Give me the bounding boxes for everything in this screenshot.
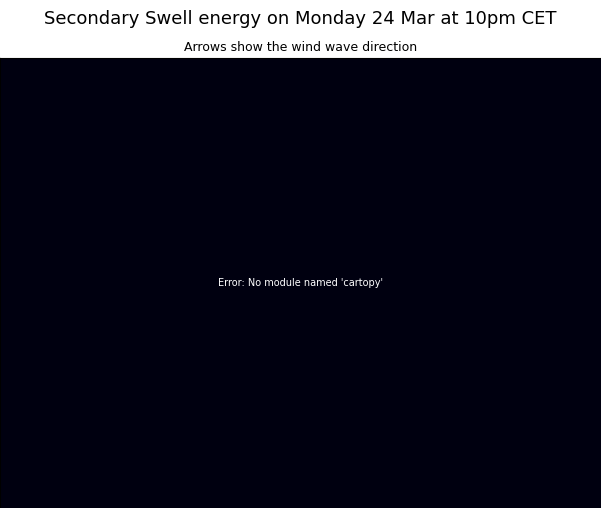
Text: Secondary Swell energy on Monday 24 Mar at 10pm CET: Secondary Swell energy on Monday 24 Mar … [44,10,557,28]
Text: Arrows show the wind wave direction: Arrows show the wind wave direction [184,42,417,54]
Text: Error: No module named 'cartopy': Error: No module named 'cartopy' [218,278,383,288]
